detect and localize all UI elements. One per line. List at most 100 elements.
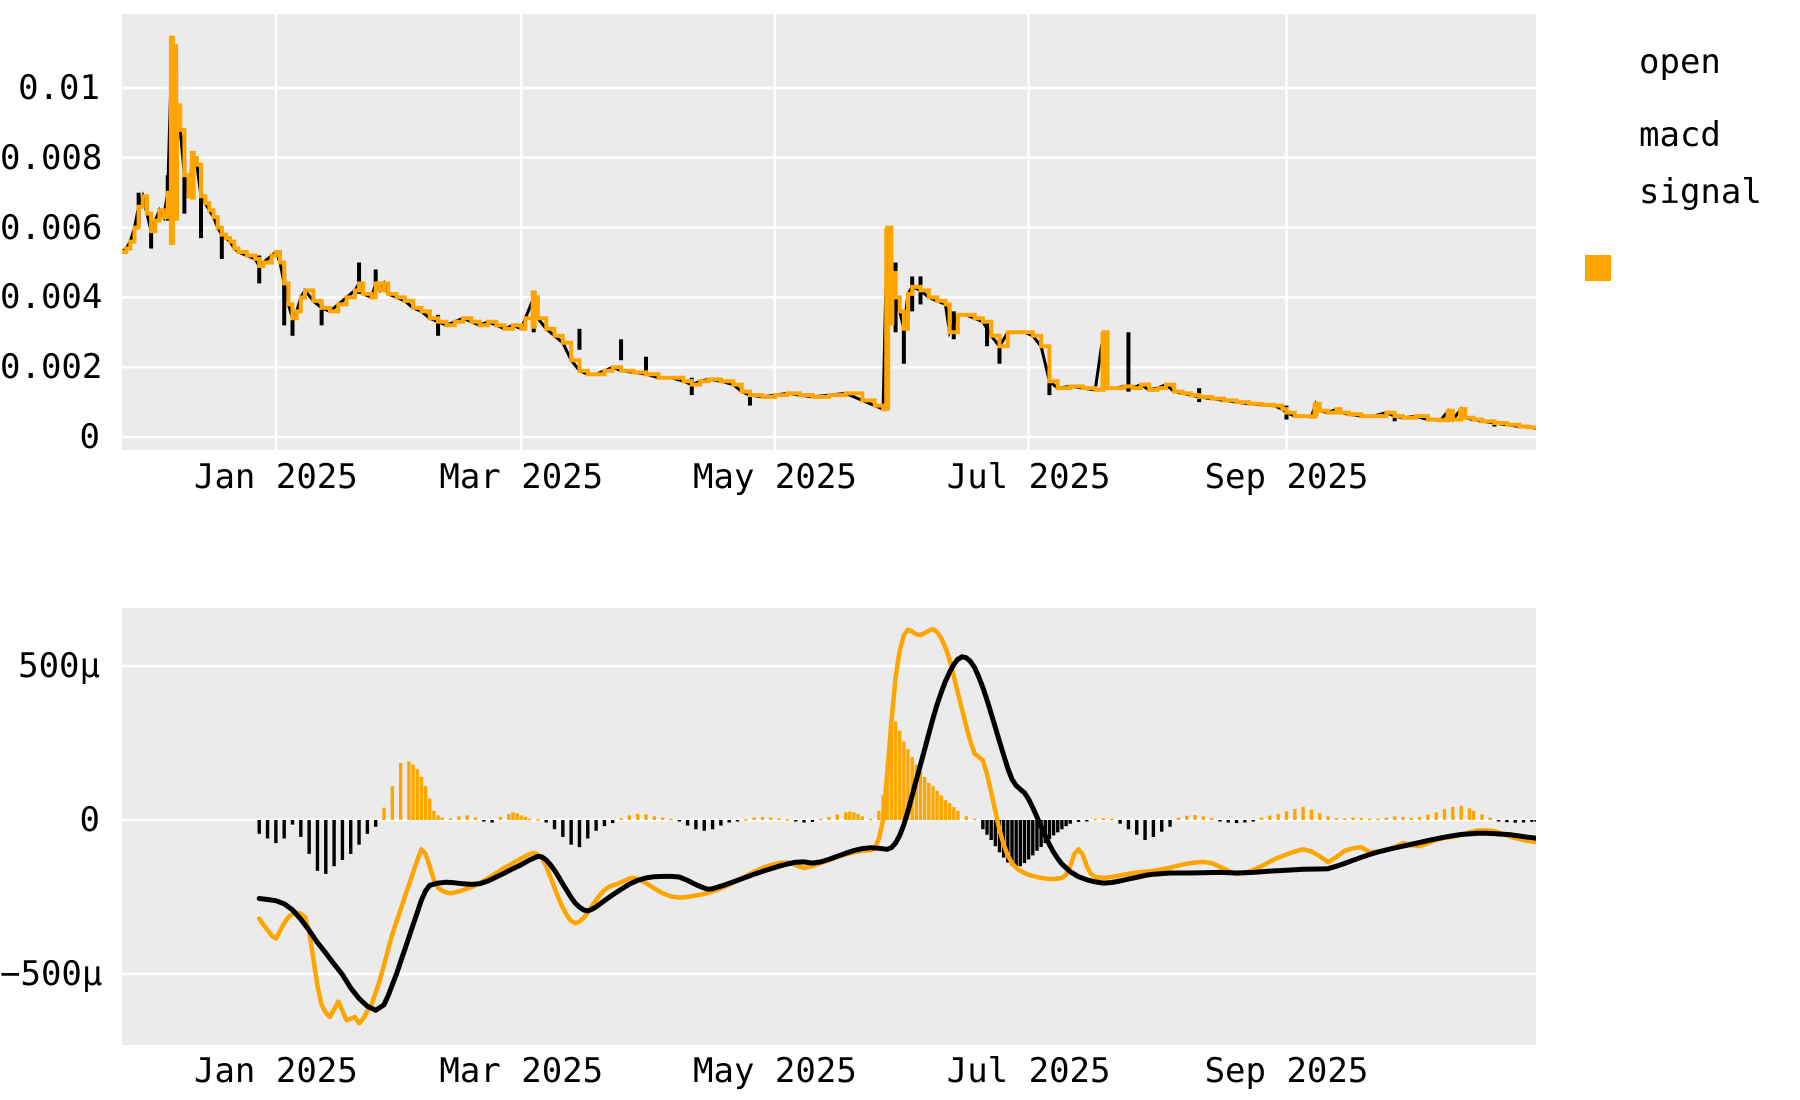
macd-histogram-bar [889,714,894,820]
macd-histogram-bar [390,786,395,820]
macd-histogram-bar [677,820,681,822]
macd-histogram-bar [1010,820,1014,866]
macd-histogram-bar [602,820,607,827]
macd-histogram-bar [465,815,469,820]
macd-histogram-bar [1351,817,1355,820]
macd-histogram-bar [457,816,461,820]
macd-histogram-bar [1143,820,1147,841]
macd-histogram-bar [860,816,864,820]
macd-histogram-bar [1276,813,1280,820]
macd-histogram-bar [1168,820,1172,827]
macd-histogram-bar [1342,818,1347,820]
macd-histogram-bar [407,761,411,820]
macd-histogram-bar [340,820,345,861]
top-chart-plot-area [122,14,1536,450]
macd-histogram-bar [1505,820,1509,823]
macd-histogram-bar [947,803,952,820]
macd-histogram-bar [1530,820,1534,822]
macd-histogram-bar [552,820,557,830]
macd-histogram-bar [1031,820,1035,856]
macd-histogram-bar [473,817,478,820]
macd-histogram-bar [511,812,515,820]
macd-histogram-bar [419,776,424,820]
macd-histogram-bar [981,820,985,830]
macd-histogram-bar [1359,818,1364,820]
macd-histogram-bar [964,816,968,820]
macd-histogram-bar [835,814,840,820]
macd-histogram-bar [1022,820,1027,864]
macd-histogram-bar [577,820,582,848]
macd-histogram-bar [1193,815,1197,820]
macd-histogram-bar [1467,808,1472,820]
macd-histogram-bar [324,820,328,874]
bottom-chart-series-layer [122,626,1536,1026]
macd-histogram-bar [307,820,311,854]
bottom-y-tick-label: −500µ [0,954,103,994]
macd-histogram-bar [644,814,648,820]
macd-histogram-bar [1051,820,1056,836]
macd-histogram-bar [989,820,993,841]
macd-histogram-bar [1006,820,1010,863]
macd-histogram-bar [519,815,523,820]
macd-histogram-bar [1459,805,1463,820]
macd-histogram-bar [810,820,815,822]
macd-histogram-bar [794,820,798,822]
legend-item-macd: macd [1565,115,1721,155]
top-x-tick-label: Mar 2025 [439,457,604,497]
top-x-tick-label: Jan 2025 [193,457,358,497]
macd-histogram-bar [1259,817,1264,820]
macd-histogram-bar [1392,816,1397,820]
macd-histogram-bar [931,786,935,820]
macd-histogram-bar [744,819,748,821]
macd-histogram-bar [1047,820,1052,840]
macd-histogram-bar [282,820,286,839]
macd-histogram-bar [436,815,440,820]
macd-histogram-bar [561,820,565,837]
macd-histogram-bar [1151,820,1156,837]
macd-histogram-bar [898,730,902,820]
macd-histogram-bar [1076,820,1081,822]
macd-histogram-bar [1384,817,1388,820]
macd-histogram-bar [1226,820,1230,823]
macd-histogram-bar [660,817,665,820]
macd-histogram-bar [735,820,740,822]
macd-histogram-bar [594,820,598,831]
macd-histogram-bar [1026,820,1031,860]
macd-histogram-bar [569,820,573,845]
macd-histogram-bar [1035,820,1039,851]
macd-histogram-bar [1176,817,1181,820]
macd-histogram-bar [415,769,419,820]
macd-histogram-bar [760,816,765,820]
macd-histogram-bar [1488,817,1492,820]
macd-histogram-bar [373,820,378,827]
macd-histogram-bar [848,811,852,820]
macd-histogram-bar [1417,816,1422,820]
legend-item-signal: signal [1565,172,1762,212]
macd-histogram-bar [448,818,453,820]
macd-histogram-bar [1480,814,1484,820]
signal-line [256,654,1536,1013]
macd-histogram-bar [777,818,781,820]
macd-histogram-bar [922,776,927,820]
bottom-x-tick-label: Jan 2025 [193,1051,358,1091]
macd-histogram-bar [1064,820,1068,827]
macd-histogram-bar [432,810,436,820]
macd-histogram-bar [1118,820,1122,824]
macd-histogram-bar [1018,820,1023,867]
legend-item-histogram [1565,248,1611,288]
macd-histogram-bar [349,820,353,854]
macd-histogram-bar [914,764,919,820]
macd-histogram-bar [1451,807,1455,820]
macd-histogram-bar [785,819,790,821]
macd-histogram-bar [1442,809,1447,820]
top-y-tick-label: 0 [79,417,100,457]
macd-histogram-bar [1243,820,1247,823]
macd-histogram-bar [527,818,532,821]
legend-item-open: open [1565,42,1721,82]
macd-histogram-bar [507,813,511,820]
macd-histogram-bar [411,764,415,820]
macd-histogram-bar [498,816,503,820]
macd-histogram-bar [1301,807,1305,820]
